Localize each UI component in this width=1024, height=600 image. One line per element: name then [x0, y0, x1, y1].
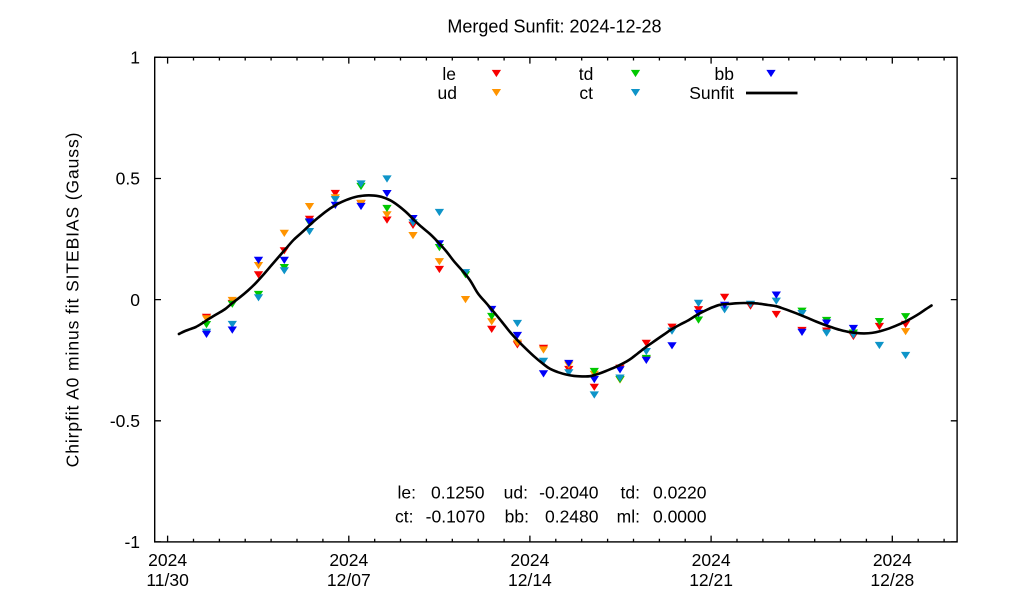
svg-text:0.0000: 0.0000 [653, 507, 707, 527]
svg-text:12/28: 12/28 [870, 570, 914, 590]
svg-text:le: le [442, 64, 456, 84]
svg-text:12/21: 12/21 [689, 570, 733, 590]
svg-text:2024: 2024 [873, 550, 912, 570]
svg-text:0.5: 0.5 [116, 169, 140, 189]
svg-text:td:: td: [621, 483, 640, 503]
svg-text:ct:: ct: [395, 507, 413, 527]
svg-text:ud: ud [438, 83, 457, 103]
svg-text:0.1250: 0.1250 [431, 483, 485, 503]
svg-text:12/14: 12/14 [508, 570, 552, 590]
svg-text:2024: 2024 [148, 550, 187, 570]
svg-text:Chirpfit A0 minus fit SITEBIAS: Chirpfit A0 minus fit SITEBIAS (Gauss) [63, 132, 83, 468]
svg-text:0: 0 [130, 290, 140, 310]
svg-text:1: 1 [130, 48, 140, 68]
svg-text:2024: 2024 [329, 550, 368, 570]
svg-text:ud:: ud: [504, 483, 528, 503]
svg-text:12/07: 12/07 [327, 570, 371, 590]
svg-text:-0.2040: -0.2040 [539, 483, 599, 503]
svg-text:2024: 2024 [692, 550, 731, 570]
svg-text:-0.1070: -0.1070 [426, 507, 486, 527]
svg-text:11/30: 11/30 [146, 570, 189, 590]
svg-text:0.0220: 0.0220 [653, 483, 707, 503]
svg-text:bb: bb [715, 64, 734, 84]
svg-text:-1: -1 [124, 532, 140, 552]
svg-text:2024: 2024 [510, 550, 549, 570]
svg-text:ml:: ml: [617, 507, 640, 527]
svg-text:Sunfit: Sunfit [689, 83, 734, 103]
svg-text:Merged Sunfit: 2024-12-28: Merged Sunfit: 2024-12-28 [447, 17, 661, 37]
svg-text:ct: ct [579, 83, 593, 103]
svg-text:0.2480: 0.2480 [545, 507, 599, 527]
svg-text:-0.5: -0.5 [110, 411, 140, 431]
svg-text:bb:: bb: [505, 507, 529, 527]
svg-text:td: td [579, 64, 594, 84]
svg-text:le:: le: [398, 483, 416, 503]
